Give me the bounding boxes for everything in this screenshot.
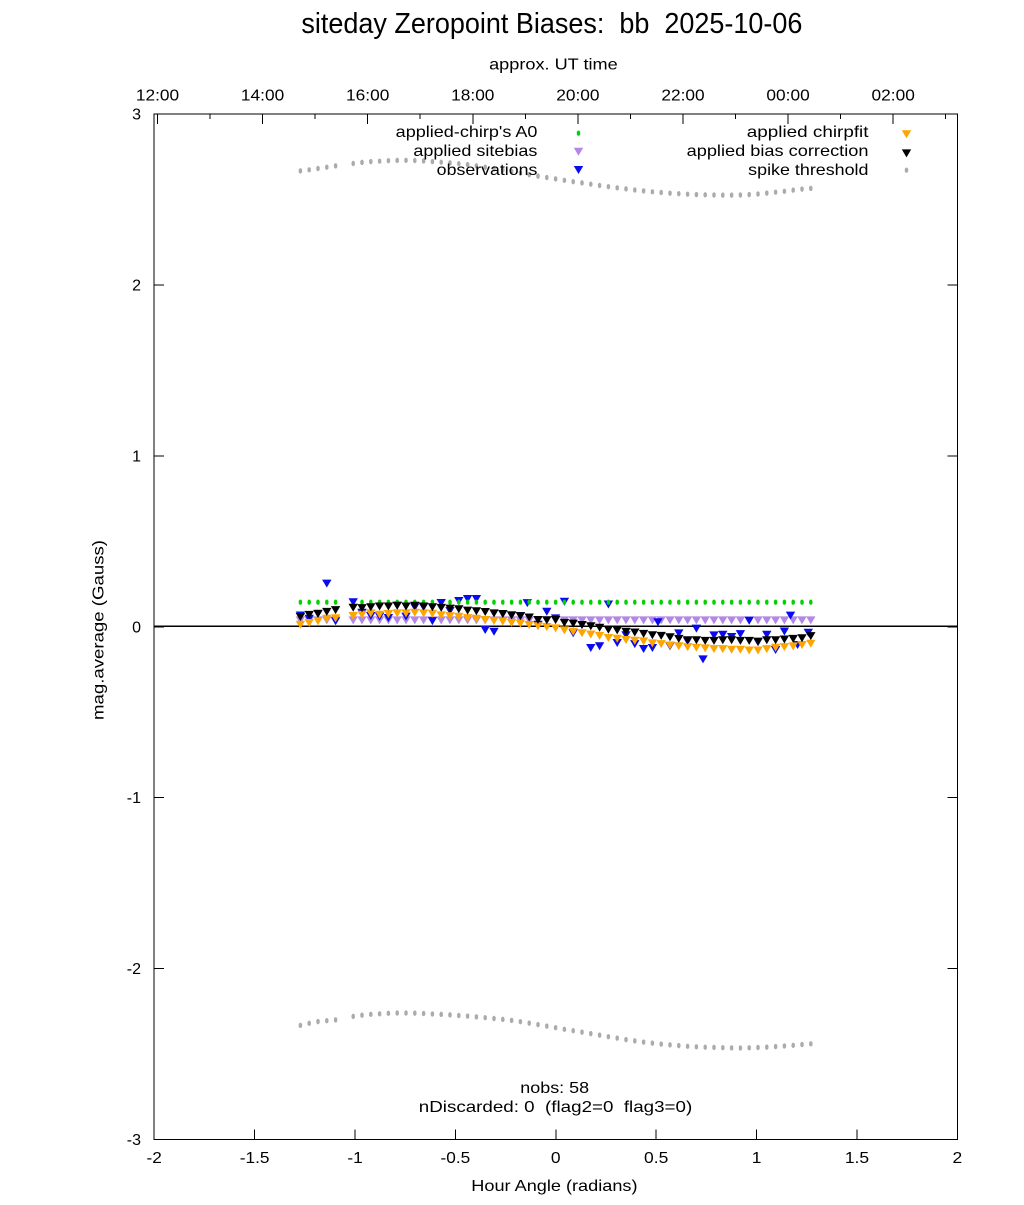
svg-text:applied sitebias: applied sitebias: [413, 143, 537, 160]
svg-text:-3: -3: [127, 1132, 141, 1149]
svg-text:14:00: 14:00: [241, 88, 284, 105]
svg-text:Hour Angle (radians): Hour Angle (radians): [471, 1178, 637, 1195]
svg-text:-1: -1: [127, 790, 141, 807]
svg-text:0: 0: [132, 619, 141, 636]
svg-text:-1: -1: [347, 1150, 362, 1167]
svg-text:2: 2: [953, 1150, 963, 1167]
svg-text:02:00: 02:00: [872, 88, 915, 105]
svg-text:20:00: 20:00: [556, 88, 599, 105]
svg-text:-0.5: -0.5: [441, 1150, 471, 1167]
svg-text:1: 1: [752, 1150, 762, 1167]
svg-text:00:00: 00:00: [766, 88, 809, 105]
svg-text:22:00: 22:00: [661, 88, 704, 105]
svg-text:-2: -2: [127, 961, 141, 978]
svg-text:nDiscarded: 0 (flag2=0 flag3: nDiscarded: 0 (flag2=0 flag3=0): [419, 1099, 692, 1116]
svg-text:-1.5: -1.5: [240, 1150, 270, 1167]
svg-text:siteday Zeropoint Biases: bb: siteday Zeropoint Biases: bb 2025-10-06: [301, 8, 802, 40]
svg-text:observations: observations: [437, 162, 538, 179]
svg-text:16:00: 16:00: [346, 88, 389, 105]
svg-text:spike threshold: spike threshold: [748, 162, 868, 179]
svg-text:-2: -2: [147, 1150, 162, 1167]
svg-text:nobs: 58: nobs: 58: [520, 1080, 589, 1097]
svg-text:approx. UT time: approx. UT time: [489, 56, 618, 73]
svg-text:2: 2: [132, 278, 141, 295]
svg-text:0.5: 0.5: [644, 1150, 668, 1167]
svg-text:3: 3: [132, 107, 141, 124]
svg-text:applied-chirp's A0: applied-chirp's A0: [396, 124, 538, 141]
svg-text:18:00: 18:00: [451, 88, 494, 105]
svg-text:1: 1: [132, 448, 141, 465]
svg-text:applied bias correction: applied bias correction: [687, 143, 869, 160]
svg-text:mag.average (Gauss): mag.average (Gauss): [90, 540, 107, 720]
svg-text:0: 0: [551, 1150, 561, 1167]
svg-text:1.5: 1.5: [845, 1150, 869, 1167]
svg-text:12:00: 12:00: [136, 88, 179, 105]
svg-text:applied chirpfit: applied chirpfit: [747, 124, 869, 141]
